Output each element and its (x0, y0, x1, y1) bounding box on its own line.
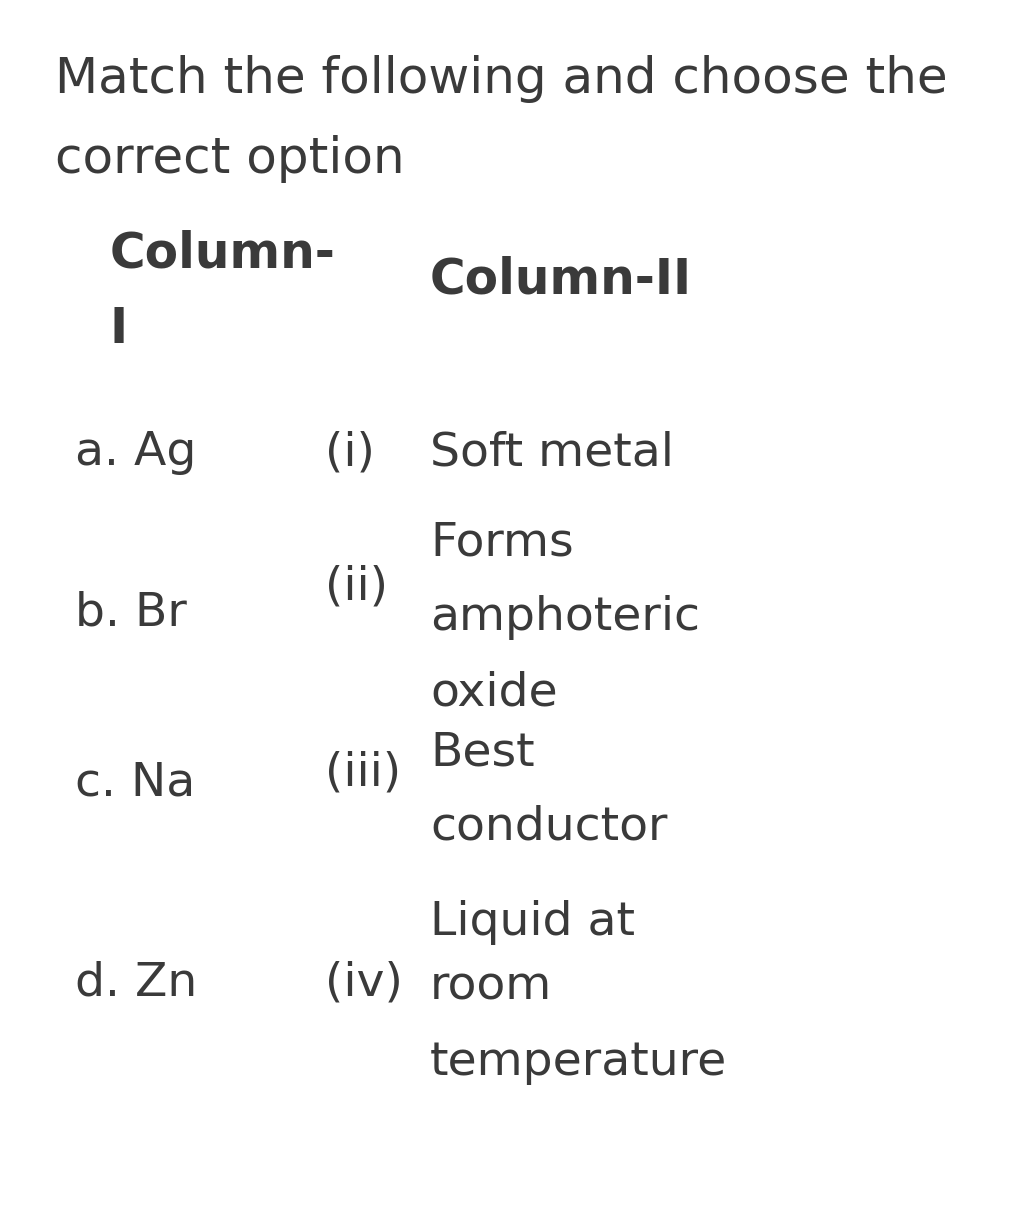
Text: Match the following and choose the: Match the following and choose the (55, 55, 947, 103)
Text: c. Na: c. Na (75, 760, 196, 805)
Text: (i): (i) (325, 430, 375, 475)
Text: Soft metal: Soft metal (430, 430, 674, 475)
Text: amphoteric: amphoteric (430, 595, 700, 640)
Text: Forms: Forms (430, 519, 573, 565)
Text: (ii): (ii) (325, 565, 388, 611)
Text: room: room (430, 965, 552, 1009)
Text: Column-II: Column-II (430, 255, 692, 303)
Text: I: I (110, 305, 128, 353)
Text: Liquid at: Liquid at (430, 900, 635, 945)
Text: d. Zn: d. Zn (75, 960, 198, 1004)
Text: (iii): (iii) (325, 750, 401, 795)
Text: Column-: Column- (110, 230, 336, 278)
Text: Best: Best (430, 730, 535, 776)
Text: temperature: temperature (430, 1040, 727, 1085)
Text: a. Ag: a. Ag (75, 430, 197, 475)
Text: conductor: conductor (430, 805, 668, 849)
Text: correct option: correct option (55, 135, 404, 183)
Text: (iv): (iv) (325, 960, 402, 1004)
Text: b. Br: b. Br (75, 590, 186, 635)
Text: oxide: oxide (430, 670, 558, 715)
